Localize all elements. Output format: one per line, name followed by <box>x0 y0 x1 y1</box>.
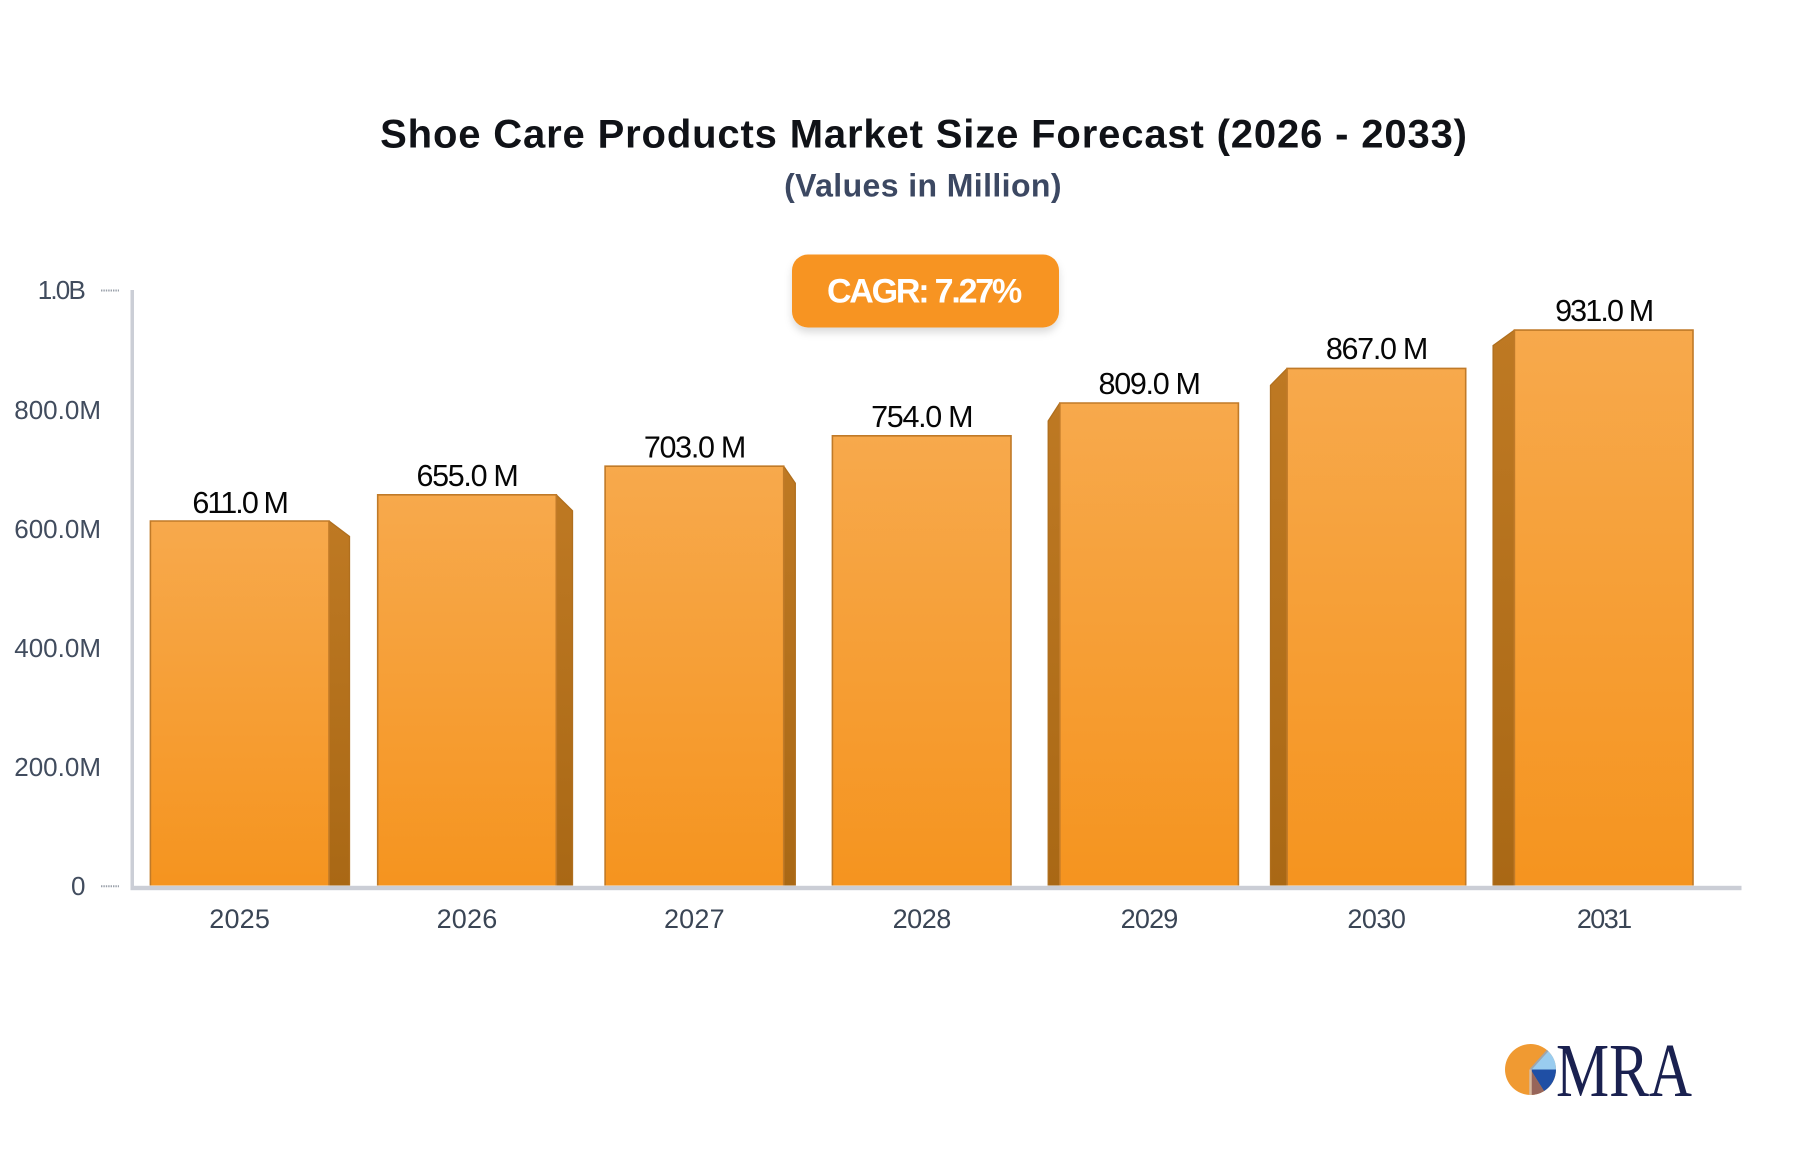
svg-text:200.0M: 200.0M <box>14 752 101 782</box>
svg-text:400.0M: 400.0M <box>14 633 101 663</box>
svg-text:Shoe Care Products Market Size: Shoe Care Products Market Size Forecast … <box>380 113 1468 157</box>
svg-text:0: 0 <box>71 871 85 901</box>
svg-text:1.0B: 1.0B <box>38 275 85 305</box>
svg-text:MRA: MRA <box>1556 1029 1692 1113</box>
svg-text:867.0 M: 867.0 M <box>1326 332 1427 366</box>
svg-text:2026: 2026 <box>437 904 498 934</box>
svg-text:600.0M: 600.0M <box>14 514 101 544</box>
svg-text:931.0 M: 931.0 M <box>1555 294 1652 328</box>
svg-text:754.0 M: 754.0 M <box>871 400 972 434</box>
svg-text:2030: 2030 <box>1347 904 1405 934</box>
svg-text:2025: 2025 <box>209 904 270 934</box>
svg-text:(Values in Million): (Values in Million) <box>784 167 1062 203</box>
svg-text:2027: 2027 <box>664 904 725 934</box>
svg-text:809.0 M: 809.0 M <box>1099 367 1200 401</box>
svg-text:2029: 2029 <box>1121 904 1178 934</box>
svg-text:2028: 2028 <box>893 904 951 934</box>
svg-text:655.0 M: 655.0 M <box>416 459 517 493</box>
svg-text:800.0M: 800.0M <box>14 395 101 425</box>
svg-text:703.0 M: 703.0 M <box>644 430 745 464</box>
svg-text:CAGR: 7.27%: CAGR: 7.27% <box>827 273 1022 311</box>
svg-text:2031: 2031 <box>1577 904 1631 934</box>
svg-text:611.0 M: 611.0 M <box>192 486 287 520</box>
